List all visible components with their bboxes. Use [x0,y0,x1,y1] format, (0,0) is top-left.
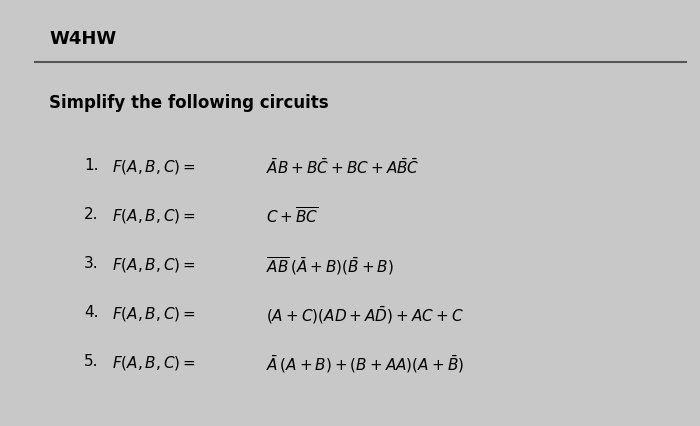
Text: $\overline{AB}\,(\bar{A} + B)(\bar{B} + B)$: $\overline{AB}\,(\bar{A} + B)(\bar{B} + … [266,256,394,277]
Text: $(A + C)(AD + A\bar{D}) + AC + C$: $(A + C)(AD + A\bar{D}) + AC + C$ [266,305,464,326]
Text: 2.: 2. [84,207,99,222]
Text: 4.: 4. [84,305,99,320]
Text: $\bar{A}B + B\bar{C} + BC + A\bar{B}\bar{C}$: $\bar{A}B + B\bar{C} + BC + A\bar{B}\bar… [266,158,419,177]
Text: Simplify the following circuits: Simplify the following circuits [49,94,328,112]
Text: 3.: 3. [84,256,99,271]
Text: 5.: 5. [84,354,99,368]
Text: $F(A, B, C) = $: $F(A, B, C) = $ [112,305,196,322]
Text: $F(A, B, C) = $: $F(A, B, C) = $ [112,207,196,225]
Text: $F(A, B, C) = $: $F(A, B, C) = $ [112,158,196,176]
Text: 1.: 1. [84,158,99,173]
Text: $\bar{A}\,(A + B) + (B + AA)(A + \bar{B})$: $\bar{A}\,(A + B) + (B + AA)(A + \bar{B}… [266,354,464,375]
Text: $F(A, B, C) = $: $F(A, B, C) = $ [112,256,196,273]
Text: $C + \overline{BC}$: $C + \overline{BC}$ [266,207,318,227]
Text: $F(A, B, C) = $: $F(A, B, C) = $ [112,354,196,371]
Text: W4HW: W4HW [49,30,116,48]
